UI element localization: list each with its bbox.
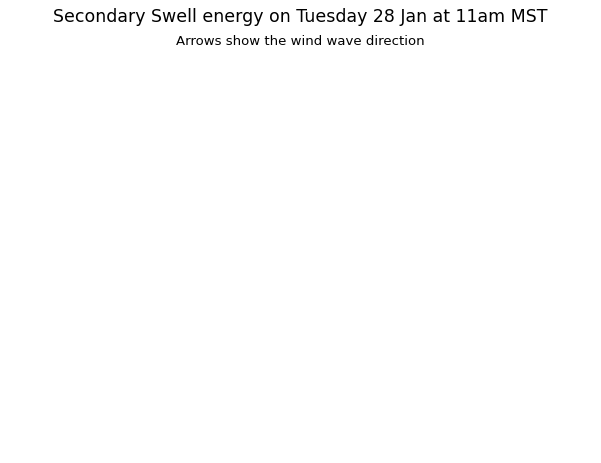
Text: cartopy not available: No module named 'cartopy': cartopy not available: No module named '… [126,251,475,265]
Text: Arrows show the wind wave direction: Arrows show the wind wave direction [176,35,425,48]
Text: Secondary Swell energy on Tuesday 28 Jan at 11am MST: Secondary Swell energy on Tuesday 28 Jan… [53,8,548,26]
